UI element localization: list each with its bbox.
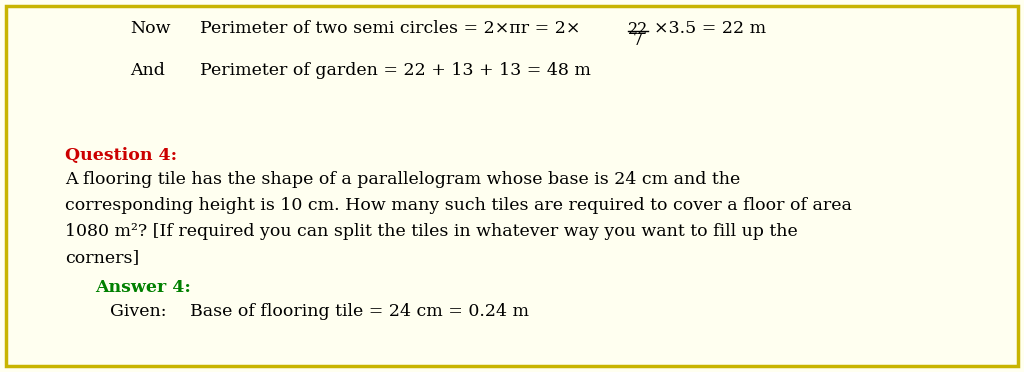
Text: Base of flooring tile = 24 cm = 0.24 m: Base of flooring tile = 24 cm = 0.24 m (190, 303, 529, 320)
Text: Given:: Given: (110, 303, 167, 320)
Text: Now: Now (130, 20, 171, 37)
Text: 1080 m²? [If required you can split the tiles in whatever way you want to fill u: 1080 m²? [If required you can split the … (65, 223, 798, 240)
Text: Answer 4:: Answer 4: (95, 279, 190, 296)
Text: corresponding height is 10 cm. How many such tiles are required to cover a floor: corresponding height is 10 cm. How many … (65, 197, 852, 214)
Text: Perimeter of garden = 22 + 13 + 13 = 48 m: Perimeter of garden = 22 + 13 + 13 = 48 … (200, 62, 591, 79)
Text: 22: 22 (628, 21, 648, 38)
Text: Perimeter of two semi circles = 2×πr = 2×: Perimeter of two semi circles = 2×πr = 2… (200, 20, 581, 37)
Text: ×3.5 = 22 m: ×3.5 = 22 m (654, 20, 766, 37)
FancyBboxPatch shape (6, 6, 1018, 366)
Text: 7: 7 (633, 32, 643, 49)
Text: corners]: corners] (65, 249, 139, 266)
Text: And: And (130, 62, 165, 79)
Text: Question 4:: Question 4: (65, 147, 177, 164)
Text: A flooring tile has the shape of a parallelogram whose base is 24 cm and the: A flooring tile has the shape of a paral… (65, 171, 740, 188)
